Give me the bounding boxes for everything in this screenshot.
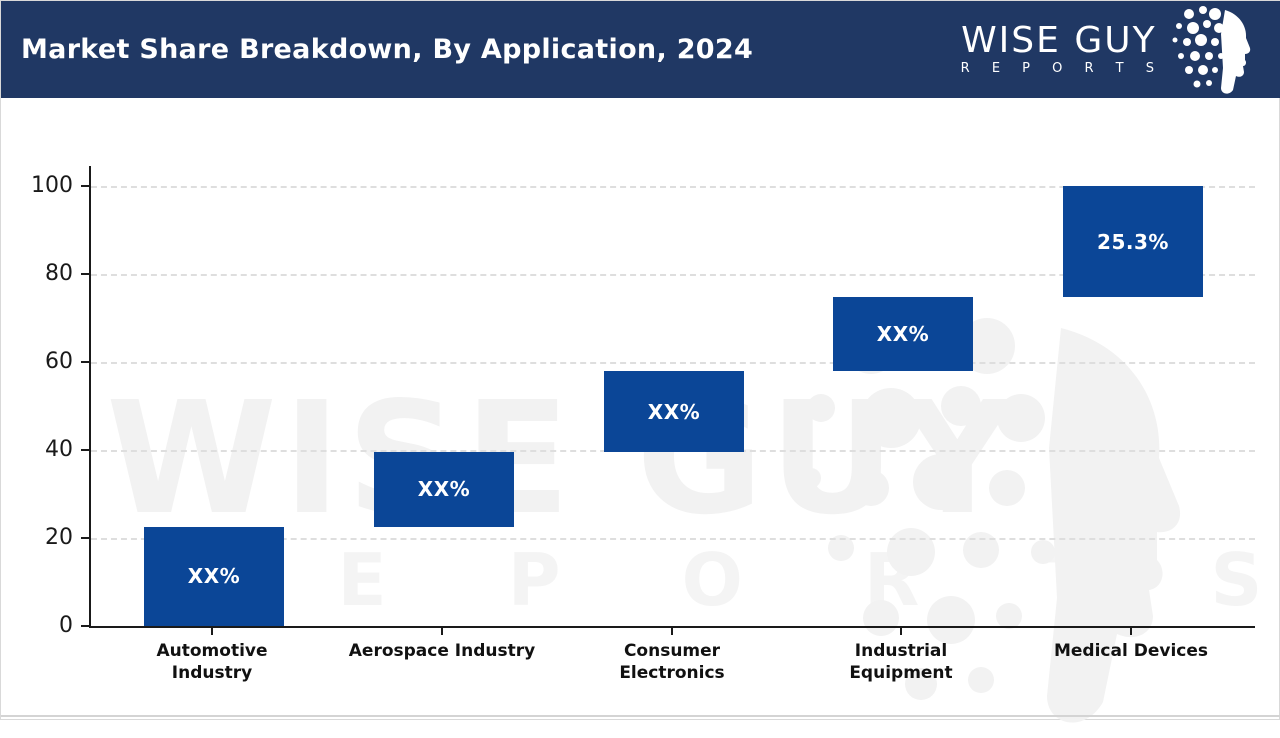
logo-subtext: R E P O R T S (960, 61, 1163, 76)
footer-divider (1, 715, 1280, 717)
category-label-medical-devices: Medical Devices (1053, 641, 1208, 661)
plot-area: XX% XX% XX% XX% 25.3% (89, 166, 1255, 628)
y-tick-label: 0 (59, 613, 73, 638)
logo-text: WISE GUY R E P O R T S (955, 20, 1163, 77)
bar-medical-devices: 25.3% (1063, 186, 1203, 298)
y-tick-label: 100 (31, 173, 73, 198)
x-tick-mark (671, 628, 673, 635)
report-page: Market Share Breakdown, By Application, … (0, 0, 1280, 723)
bar-aerospace-industry: XX% (374, 452, 514, 527)
category-label-aerospace-industry: Aerospace Industry (348, 641, 536, 661)
bar-value-label: XX% (647, 399, 701, 424)
y-tick-label: 20 (45, 525, 73, 550)
bar-consumer-electronics: XX% (604, 371, 744, 453)
logo-wordmark: WISE GUY (961, 20, 1157, 61)
x-tick-mark (211, 628, 213, 635)
logo-face-icon (1172, 5, 1251, 94)
gridline-20 (91, 538, 1255, 540)
category-label-consumer-electronics: Consumer Electronics (619, 641, 725, 683)
report-header: Market Share Breakdown, By Application, … (1, 1, 1280, 98)
category-label-industrial-equipment: Industrial Equipment (849, 641, 953, 683)
y-tick-mark (81, 537, 89, 539)
y-tick-mark (81, 185, 89, 187)
watermark-wordmark: WISE GUY (106, 368, 1020, 549)
gridline-80 (91, 274, 1255, 276)
bar-value-label: XX% (187, 564, 241, 589)
y-tick-mark (81, 361, 89, 363)
y-tick-label: 40 (45, 437, 73, 462)
y-tick-label: 80 (45, 261, 73, 286)
x-tick-mark (900, 628, 902, 635)
bar-value-label: XX% (417, 477, 471, 502)
x-tick-mark (1130, 628, 1132, 635)
x-tick-mark (441, 628, 443, 635)
gridline-100 (91, 186, 1255, 188)
bar-value-label: 25.3% (1097, 229, 1169, 254)
waterfall-chart: WISE GUY R E P O R T S XX% XX% XX% XX% 25.3%… (1, 98, 1280, 723)
bar-automotive-industry: XX% (144, 526, 284, 626)
wiseguy-logo: WISE GUY R E P O R T S (955, 4, 1253, 96)
y-tick-mark (81, 449, 89, 451)
bar-value-label: XX% (876, 322, 930, 347)
category-label-automotive-industry: Automotive Industry (156, 641, 268, 683)
y-tick-mark (81, 273, 89, 275)
chart-title: Market Share Breakdown, By Application, … (21, 34, 754, 65)
gridline-60 (91, 362, 1255, 364)
y-tick-mark (81, 625, 89, 627)
bar-industrial-equipment: XX% (833, 297, 973, 372)
y-tick-label: 60 (45, 349, 73, 374)
